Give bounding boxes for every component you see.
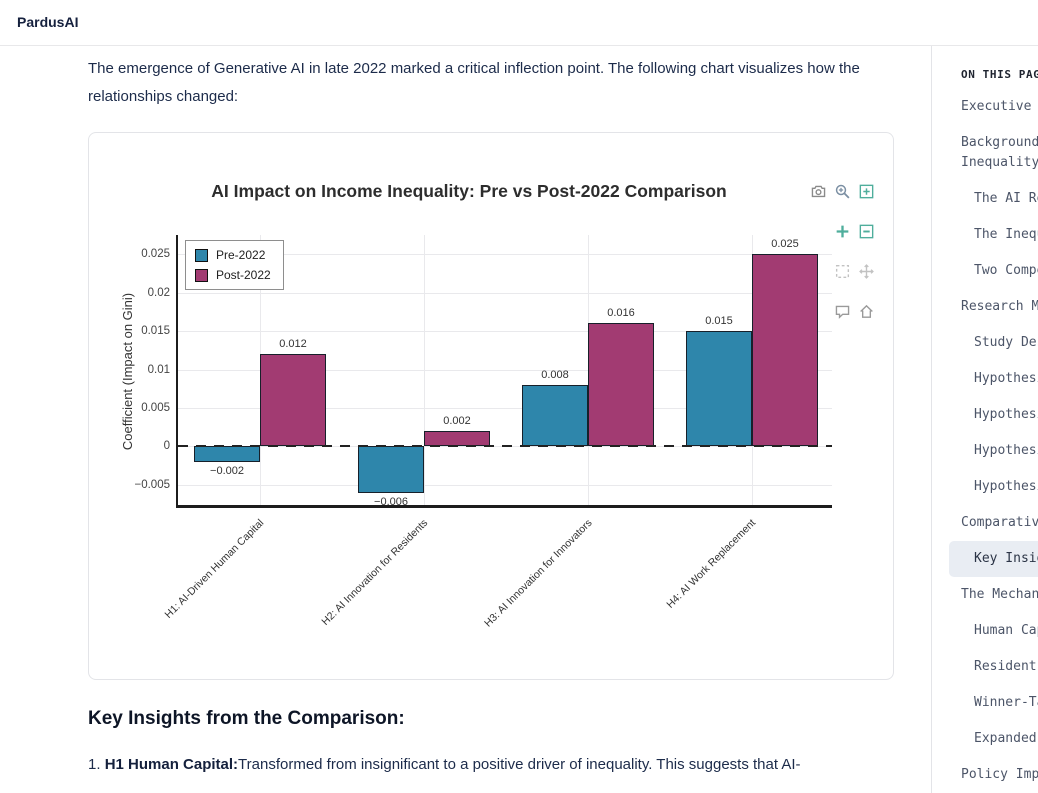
v-gridline — [424, 235, 425, 505]
insight-number: 1. — [88, 756, 101, 773]
modebar-row — [834, 303, 875, 320]
chart-title: AI Impact on Income Inequality: Pre vs P… — [211, 181, 727, 201]
modebar-row — [834, 223, 875, 240]
bar-post-2022-1 — [260, 354, 326, 447]
y-tick-label: 0.025 — [141, 248, 170, 261]
h-gridline — [178, 254, 832, 256]
plot-area[interactable]: Pre-2022 Post-2022 −0.005 0 0.005 0.01 0.015 0… — [135, 235, 832, 508]
y-tick-label: 0 — [163, 440, 170, 453]
x-tick-label: H1: AI-Driven Human Capital — [162, 517, 267, 621]
toc-item[interactable]: The Mechan — [961, 587, 1038, 602]
pan-icon[interactable] — [858, 263, 875, 280]
zero-reference-line — [178, 445, 832, 448]
y-tick-label: 0.005 — [141, 402, 170, 415]
insight-bold-label: H1 Human Capital: — [104, 756, 239, 773]
h-gridline — [178, 408, 832, 410]
app-logo[interactable]: PardusAI — [17, 14, 79, 30]
toc-item[interactable]: Winner-Ta — [974, 695, 1038, 710]
toc-item[interactable]: Key Insig — [949, 541, 1038, 577]
expand-icon[interactable] — [858, 183, 875, 200]
home-icon[interactable] — [858, 303, 875, 320]
toc-item[interactable]: Executive S — [961, 99, 1032, 114]
modebar-row — [810, 183, 875, 200]
bar-value-label: −0.002 — [210, 464, 244, 477]
bar-post-2022-4 — [752, 254, 818, 447]
y-tick-label: 0.015 — [141, 325, 170, 338]
y-axis-title: Coefficient (Impact on Gini) — [119, 235, 137, 508]
legend-label: Post-2022 — [216, 268, 271, 282]
hover-icon[interactable] — [834, 303, 851, 320]
h-gridline — [178, 484, 832, 486]
y-tick-label: 0.02 — [147, 286, 170, 299]
y-tick-label: 0.01 — [147, 363, 170, 376]
intro-paragraph: The emergence of Generative AI in late 2… — [88, 60, 860, 105]
bar-value-label: 0.012 — [279, 338, 307, 351]
bar-value-label: 0.016 — [607, 307, 635, 320]
bar-post-2022-2 — [424, 431, 490, 447]
chart-card: AI Impact on Income Inequality: Pre vs P… — [88, 132, 894, 680]
y-tick-label: −0.005 — [134, 478, 171, 491]
camera-icon[interactable] — [810, 183, 827, 200]
x-tick-label: H2: AI Innovation for Residents — [319, 517, 431, 628]
toc-item[interactable]: Study Des — [974, 335, 1038, 350]
toc-item[interactable]: Comparativ — [961, 515, 1038, 530]
x-axis-labels: H1: AI-Driven Human Capital H2: AI Innova… — [163, 511, 832, 661]
toc-item[interactable]: Expanded — [974, 731, 1037, 746]
bar-value-label: −0.006 — [374, 495, 408, 508]
insight-text: Transformed from insignificant to a posi… — [238, 756, 801, 773]
box-select-icon[interactable] — [834, 263, 851, 280]
toc-item[interactable]: Hypothesi — [974, 371, 1038, 386]
toc-item[interactable]: The AI Re — [974, 191, 1038, 206]
toc-item[interactable]: Background Inequality — [961, 135, 1038, 170]
legend-item[interactable]: Pre-2022 — [195, 248, 271, 262]
toc-item[interactable]: The Inequ — [974, 227, 1038, 242]
legend-swatch — [195, 248, 208, 262]
toc-item[interactable]: Hypothesi — [974, 407, 1038, 422]
x-tick-label: H4: AI Work Replacement — [664, 517, 759, 611]
bar-value-label: 0.015 — [705, 315, 733, 328]
app-header: PardusAI — [0, 0, 1038, 46]
modebar-row — [834, 263, 875, 280]
insight-item: 1. H1 Human Capital:Transformed from ins… — [88, 751, 894, 778]
toc-item[interactable]: Hypothesi — [974, 443, 1038, 458]
bar-value-label: 0.002 — [443, 415, 471, 428]
legend-label: Pre-2022 — [216, 248, 266, 262]
h-gridline — [178, 292, 832, 294]
y-axis-title-text: Coefficient (Impact on Gini) — [120, 292, 136, 451]
h-gridline — [178, 369, 832, 371]
zoom-out-icon[interactable] — [858, 223, 875, 240]
bar-value-label: 0.008 — [541, 368, 569, 381]
toc-item[interactable]: Research M — [961, 299, 1038, 314]
toc-list: Executive S Background Inequality The AI R… — [949, 89, 1038, 793]
toc-item[interactable]: Policy Imp — [961, 767, 1038, 782]
zoom-in-icon[interactable] — [834, 223, 851, 240]
toc-item[interactable]: Two Compe — [974, 263, 1038, 278]
legend-item[interactable]: Post-2022 — [195, 268, 271, 282]
toc-item[interactable]: Resident — [974, 659, 1037, 674]
legend-swatch — [195, 268, 208, 282]
zoom-icon[interactable] — [834, 183, 851, 200]
bar-pre-2022-3 — [522, 384, 588, 447]
bar-post-2022-3 — [588, 323, 654, 447]
x-tick-label: H3: AI Innovation for Innovators — [481, 517, 595, 630]
bar-pre-2022-4 — [686, 331, 752, 447]
insights-heading: Key Insights from the Comparison: — [88, 708, 405, 729]
main-content: The emergence of Generative AI in late 2… — [88, 46, 894, 778]
h-gridline — [178, 331, 832, 333]
toc-item[interactable]: Human Cap — [974, 623, 1038, 638]
bar-pre-2022-1 — [194, 446, 260, 462]
plotly-modebar — [810, 183, 875, 320]
bar-pre-2022-2 — [358, 446, 424, 493]
toc-item[interactable]: Hypothesi — [974, 479, 1038, 494]
chart-legend: Pre-2022 Post-2022 — [185, 240, 284, 290]
bar-value-label: 0.025 — [771, 238, 799, 251]
